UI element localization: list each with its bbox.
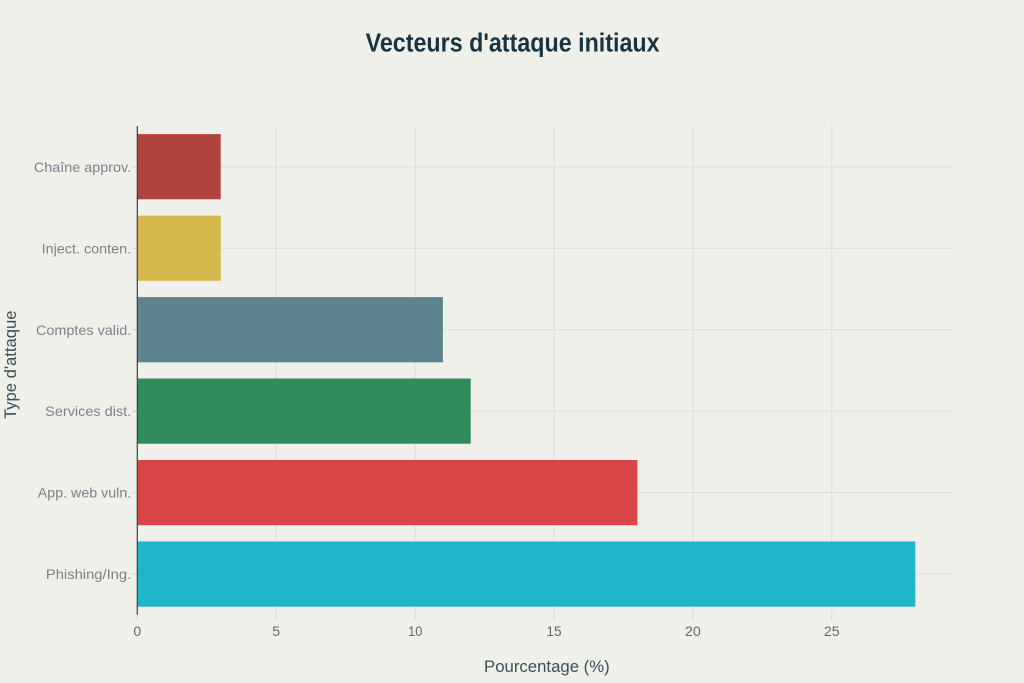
svg-text:Chaîne approv.: Chaîne approv. <box>34 159 131 175</box>
svg-text:Pourcentage (%): Pourcentage (%) <box>484 658 610 676</box>
svg-text:Vecteurs d'attaque initiaux: Vecteurs d'attaque initiaux <box>366 29 660 57</box>
svg-text:App. web vuln.: App. web vuln. <box>38 485 131 501</box>
svg-text:10: 10 <box>408 623 422 639</box>
svg-text:Inject. conten.: Inject. conten. <box>42 240 132 256</box>
svg-text:Type d'attaque: Type d'attaque <box>2 311 20 420</box>
svg-text:20: 20 <box>685 623 701 639</box>
svg-text:0: 0 <box>133 623 141 639</box>
svg-text:Services dist.: Services dist. <box>45 403 131 419</box>
svg-text:15: 15 <box>546 623 561 639</box>
svg-text:Comptes valid.: Comptes valid. <box>36 322 131 338</box>
svg-text:Phishing/Ing.: Phishing/Ing. <box>46 566 131 582</box>
svg-text:25: 25 <box>824 623 840 639</box>
svg-text:5: 5 <box>272 623 280 639</box>
